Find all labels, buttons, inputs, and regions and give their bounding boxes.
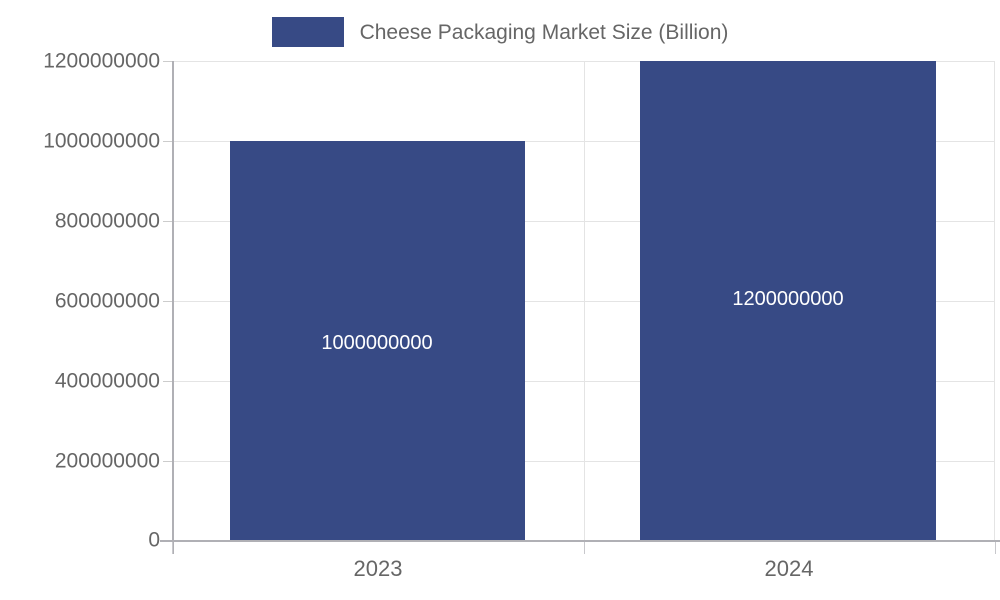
bar-2023[interactable]: [230, 141, 525, 540]
y-axis-tick-mark-icon: [163, 301, 172, 302]
bar-2024[interactable]: [640, 61, 936, 540]
y-axis-tick-label: 1000000000: [43, 129, 160, 153]
y-axis-tick-label: 400000000: [54, 369, 160, 393]
x-axis-tick-label: 2024: [764, 556, 814, 581]
legend-label: Cheese Packaging Market Size (Billion): [359, 20, 729, 44]
y-axis-tick-mark-icon: [163, 381, 172, 382]
chart-legend: Cheese Packaging Market Size (Billion): [0, 12, 1000, 52]
x-axis-tick-label: 2023: [353, 556, 403, 581]
gridline-horizontal: [172, 141, 995, 142]
gridline-vertical: [584, 61, 585, 540]
gridline-horizontal: [172, 301, 995, 302]
x-axis-tick-mark-icon: [584, 542, 585, 554]
y-axis-tick-label: 600000000: [54, 289, 160, 313]
y-axis-tick-label: 200000000: [54, 449, 160, 473]
legend-item-cheese-packaging-market-size[interactable]: Cheese Packaging Market Size (Billion): [271, 17, 729, 47]
y-axis-tick-mark-icon: [163, 141, 172, 142]
gridline-horizontal: [172, 381, 995, 382]
y-axis-tick-label: 800000000: [54, 209, 160, 233]
plot-area: 1000000000 1200000000: [172, 61, 995, 540]
x-axis-tick-mark-icon: [995, 542, 996, 554]
gridline-vertical: [994, 61, 995, 540]
bar-value-label: 1200000000: [732, 288, 844, 310]
y-axis-tick-mark-icon: [163, 461, 172, 462]
y-axis-tick-mark-icon: [163, 221, 172, 222]
x-axis-line: [160, 540, 1000, 542]
y-axis-line: [172, 61, 174, 554]
legend-color-swatch-icon: [271, 17, 344, 47]
gridline-horizontal: [172, 461, 995, 462]
y-axis-tick-label: 1200000000: [43, 49, 160, 73]
gridline-horizontal: [172, 61, 995, 62]
y-axis-tick-label: 0: [148, 528, 160, 552]
bar-value-label: 1000000000: [321, 332, 433, 354]
y-axis-tick-mark-icon: [163, 61, 172, 62]
gridline-horizontal: [172, 221, 995, 222]
x-axis-tick-mark-icon: [172, 542, 173, 554]
